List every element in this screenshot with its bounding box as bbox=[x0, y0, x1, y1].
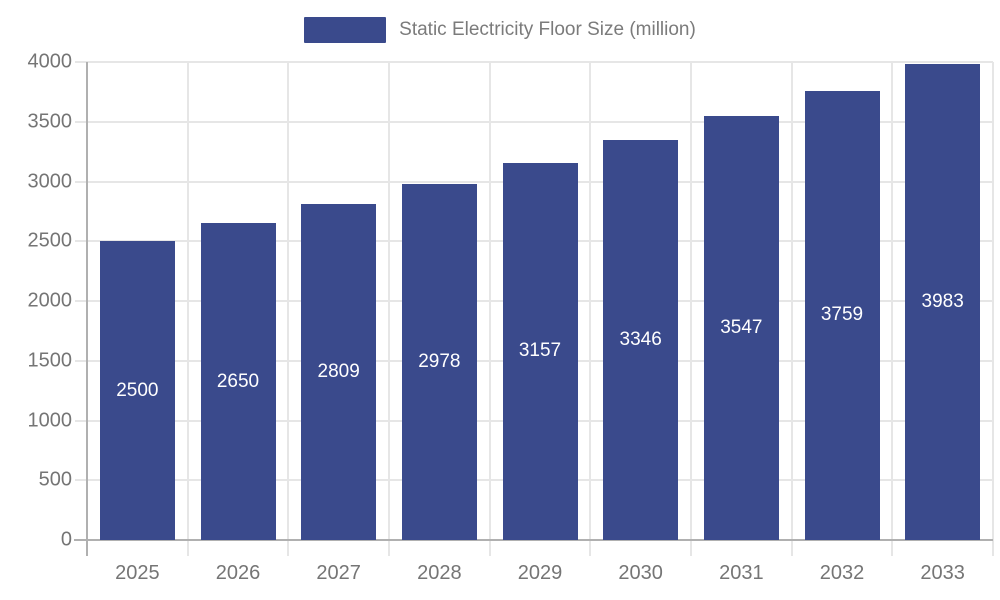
x-axis-label: 2031 bbox=[719, 562, 764, 584]
plot-area: 2500 2650 2809 2978 3157 3346 3547 3759 3983 bbox=[74, 61, 994, 556]
gridline-vertical bbox=[589, 62, 592, 540]
y-axis-line bbox=[86, 62, 88, 556]
gridline-vertical bbox=[790, 62, 793, 540]
y-axis-label: 0 bbox=[60, 528, 72, 551]
x-axis-label: 2029 bbox=[517, 562, 563, 584]
x-axis-label: 2026 bbox=[215, 562, 261, 584]
bar-2025: 2500 bbox=[99, 241, 175, 540]
x-axis-tick bbox=[388, 540, 390, 556]
x-axis-label: 2025 bbox=[115, 562, 160, 584]
gridline-horizontal bbox=[87, 120, 993, 123]
bar-2030: 3346 bbox=[603, 140, 679, 540]
bar-2031: 3547 bbox=[703, 116, 779, 540]
legend[interactable]: Static Electricity Floor Size (million) bbox=[0, 17, 1000, 43]
bar-value-label: 2809 bbox=[317, 361, 360, 383]
gridline-vertical bbox=[690, 62, 692, 540]
y-axis-label: 4000 bbox=[27, 50, 73, 73]
y-axis-tick bbox=[75, 479, 87, 482]
legend-label: Static Electricity Floor Size (million) bbox=[399, 19, 696, 40]
bar-2029: 3157 bbox=[502, 162, 578, 540]
y-axis-label: 2000 bbox=[27, 289, 73, 312]
x-axis-tick bbox=[589, 540, 592, 556]
x-axis-tick bbox=[790, 540, 793, 556]
gridline-vertical bbox=[388, 62, 390, 540]
y-axis-tick bbox=[75, 180, 87, 183]
gridline-vertical bbox=[287, 62, 290, 540]
x-axis-tick bbox=[186, 540, 189, 556]
gridline-vertical bbox=[992, 62, 994, 540]
y-axis-label: 3500 bbox=[27, 110, 73, 133]
bar-2033: 3983 bbox=[905, 64, 981, 540]
y-axis-tick bbox=[75, 61, 87, 63]
gridline-horizontal bbox=[87, 61, 993, 63]
gridline-vertical bbox=[891, 62, 894, 540]
y-axis-tick bbox=[75, 300, 87, 302]
bar-2026: 2650 bbox=[200, 223, 276, 540]
y-axis-label: 2500 bbox=[27, 229, 73, 252]
bar-value-label: 3983 bbox=[921, 291, 964, 313]
x-axis-tick bbox=[488, 540, 491, 556]
bar-value-label: 2978 bbox=[418, 351, 461, 373]
bar-value-label: 3759 bbox=[820, 304, 864, 326]
x-axis-label: 2032 bbox=[819, 562, 865, 584]
bar-value-label: 2500 bbox=[116, 379, 159, 401]
x-axis-tick bbox=[891, 540, 894, 556]
y-axis-label: 500 bbox=[38, 468, 72, 491]
bar-value-label: 3547 bbox=[720, 317, 763, 339]
bar-value-label: 3157 bbox=[518, 340, 562, 362]
x-axis-label: 2030 bbox=[618, 562, 663, 584]
y-axis-label: 1000 bbox=[27, 409, 73, 431]
bar-value-label: 2650 bbox=[216, 370, 260, 392]
bar-2027: 2809 bbox=[301, 204, 377, 540]
legend-swatch bbox=[304, 17, 387, 43]
y-axis-label: 1500 bbox=[27, 349, 73, 372]
y-axis-tick bbox=[75, 240, 87, 243]
bar-value-label: 3346 bbox=[619, 329, 662, 351]
x-axis-label: 2027 bbox=[316, 562, 361, 584]
x-axis-tick bbox=[287, 540, 290, 556]
gridline-vertical bbox=[186, 62, 189, 540]
bar-2032: 3759 bbox=[804, 90, 880, 540]
y-axis-tick bbox=[75, 419, 87, 422]
x-axis-tick bbox=[690, 540, 692, 556]
gridline-vertical bbox=[488, 62, 491, 540]
x-axis-tick bbox=[992, 540, 994, 556]
y-axis-tick bbox=[75, 120, 87, 123]
y-axis-label: 3000 bbox=[27, 170, 73, 192]
bar-2028: 2978 bbox=[401, 184, 477, 540]
x-axis-label: 2028 bbox=[417, 562, 462, 584]
x-axis-line bbox=[74, 539, 993, 541]
y-axis-tick bbox=[75, 359, 87, 362]
x-axis-label: 2033 bbox=[920, 562, 965, 584]
